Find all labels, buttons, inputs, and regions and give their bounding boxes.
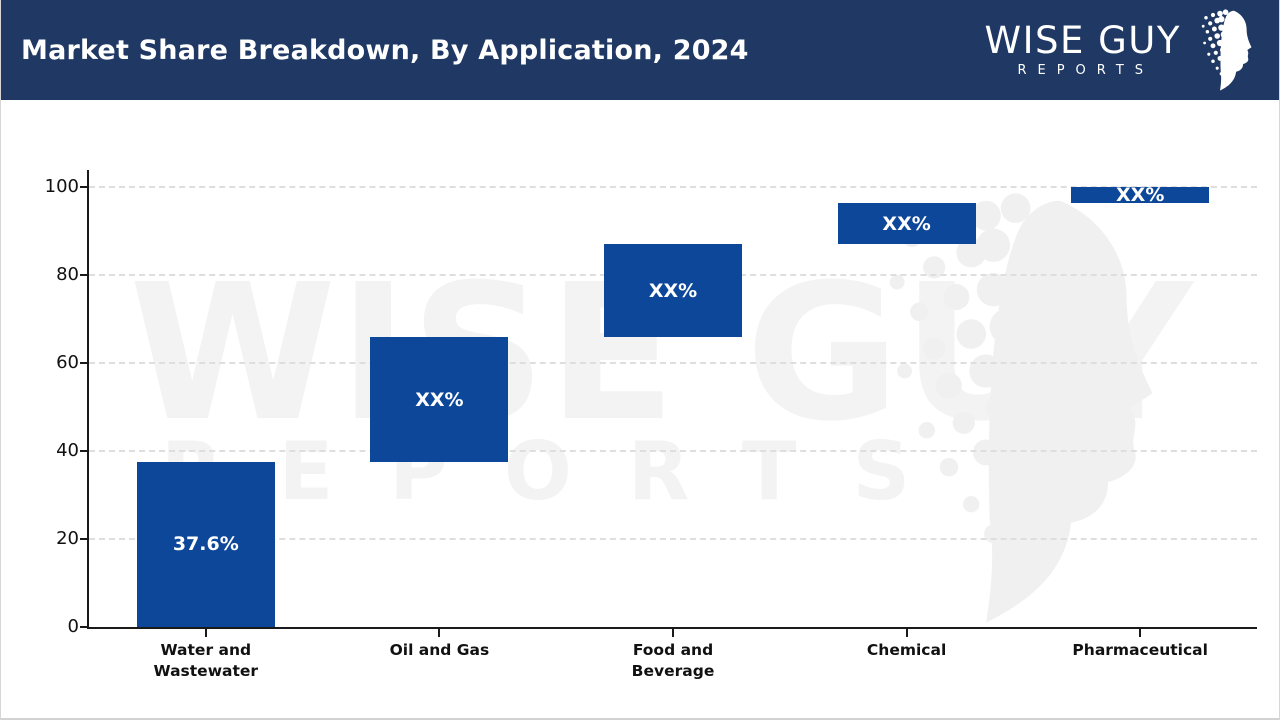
bar-chemical: XX% [837,202,976,245]
y-axis-tick [80,186,88,188]
logo-text: WISE GUY REPORTS [985,22,1181,78]
gridline [89,362,1257,364]
x-category-label: Water and Wastewater [153,641,259,680]
bar-value-label: XX% [648,279,698,302]
y-axis-tick-label: 100 [44,176,79,197]
bar-value-label: XX% [882,212,931,235]
bar-value-label: 37.6% [172,533,239,556]
x-axis-tick [204,629,207,637]
bar-value-label: XX% [415,388,464,411]
chart-area: WISE GUY REPORTS 0 20 40 60 80 100 37.6% Water … [1,100,1279,718]
logo-subtitle: REPORTS [1017,63,1155,78]
x-axis-line [87,627,1257,629]
bar-pharmaceutical: XX% [1071,183,1210,206]
x-axis-tick [672,629,674,637]
gridline [89,186,1257,188]
header-bar: Market Share Breakdown, By Application, … [1,0,1279,100]
logo-wordmark: WISE GUY [984,19,1181,62]
y-axis-tick-label: 0 [67,616,79,637]
bar-food-and-beverage: XX% [604,244,742,338]
bar-value-label: XX% [1116,183,1165,206]
y-axis-tick-label: 80 [56,264,79,285]
y-axis-tick-label: 20 [56,528,79,549]
y-axis-tick [80,450,88,452]
y-axis-tick-label: 40 [56,440,79,461]
y-axis-line [87,170,89,629]
bar-oil-and-gas: XX% [370,337,509,462]
y-axis-tick [80,538,88,540]
x-category-label: Chemical [866,641,947,659]
bar-water-and-wastewater: 37.6% [136,461,275,627]
y-axis-tick [80,626,88,628]
page-title: Market Share Breakdown, By Application, … [21,34,749,66]
x-category-label: Food and Beverage [631,641,715,680]
x-category-label: Oil and Gas [389,641,490,659]
brand-logo: WISE GUY REPORTS [985,7,1255,93]
y-axis-tick [80,362,88,364]
y-axis-tick [80,274,88,276]
x-axis-tick [438,629,441,637]
gridline [89,450,1257,452]
x-category-label: Pharmaceutical [1072,641,1208,659]
y-axis-tick-label: 60 [56,352,79,373]
gridline [89,538,1257,540]
x-axis-tick [1139,629,1142,637]
x-axis-tick [905,629,908,637]
